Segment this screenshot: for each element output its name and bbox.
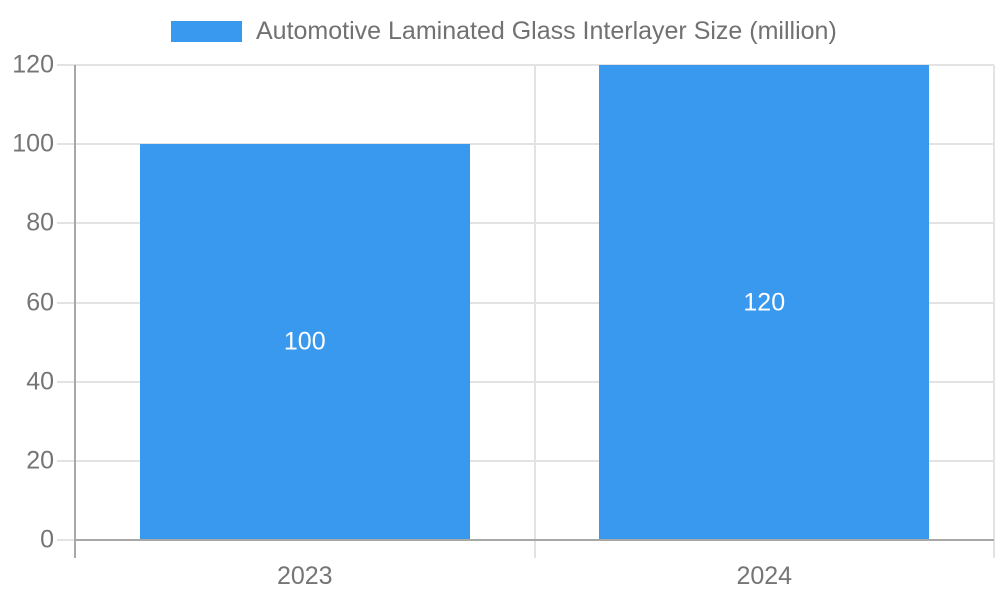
x-tick-label-2024: 2024 bbox=[736, 562, 793, 590]
y-tick-label-20: 20 bbox=[26, 446, 54, 475]
y-axis-line bbox=[74, 65, 76, 558]
bar-2024: 120 bbox=[599, 65, 930, 540]
legend-label: Automotive Laminated Glass Interlayer Si… bbox=[256, 16, 837, 45]
bar-value-label-2024: 120 bbox=[743, 288, 786, 316]
legend: Automotive Laminated Glass Interlayer Si… bbox=[171, 17, 837, 45]
bar-value-label-2023: 100 bbox=[283, 327, 326, 356]
x-axis-line bbox=[75, 539, 994, 541]
y-tick-mark-40 bbox=[57, 380, 75, 383]
v-gridline-1 bbox=[533, 65, 536, 558]
legend-swatch bbox=[171, 20, 242, 42]
y-tick-label-80: 80 bbox=[26, 208, 54, 237]
y-tick-label-120: 120 bbox=[12, 50, 54, 79]
bar-2023: 100 bbox=[139, 144, 470, 540]
x-tick-label-2023: 2023 bbox=[276, 562, 333, 590]
y-tick-mark-100 bbox=[57, 143, 75, 146]
y-tick-label-60: 60 bbox=[26, 288, 54, 316]
y-tick-label-0: 0 bbox=[40, 525, 54, 554]
y-tick-mark-20 bbox=[57, 459, 75, 462]
y-tick-mark-60 bbox=[57, 301, 75, 304]
y-tick-label-40: 40 bbox=[26, 367, 54, 396]
y-tick-mark-120 bbox=[57, 64, 75, 66]
y-tick-mark-0 bbox=[57, 539, 75, 541]
v-gridline-2 bbox=[993, 65, 995, 558]
y-tick-mark-80 bbox=[57, 222, 75, 225]
y-tick-label-100: 100 bbox=[12, 129, 54, 158]
